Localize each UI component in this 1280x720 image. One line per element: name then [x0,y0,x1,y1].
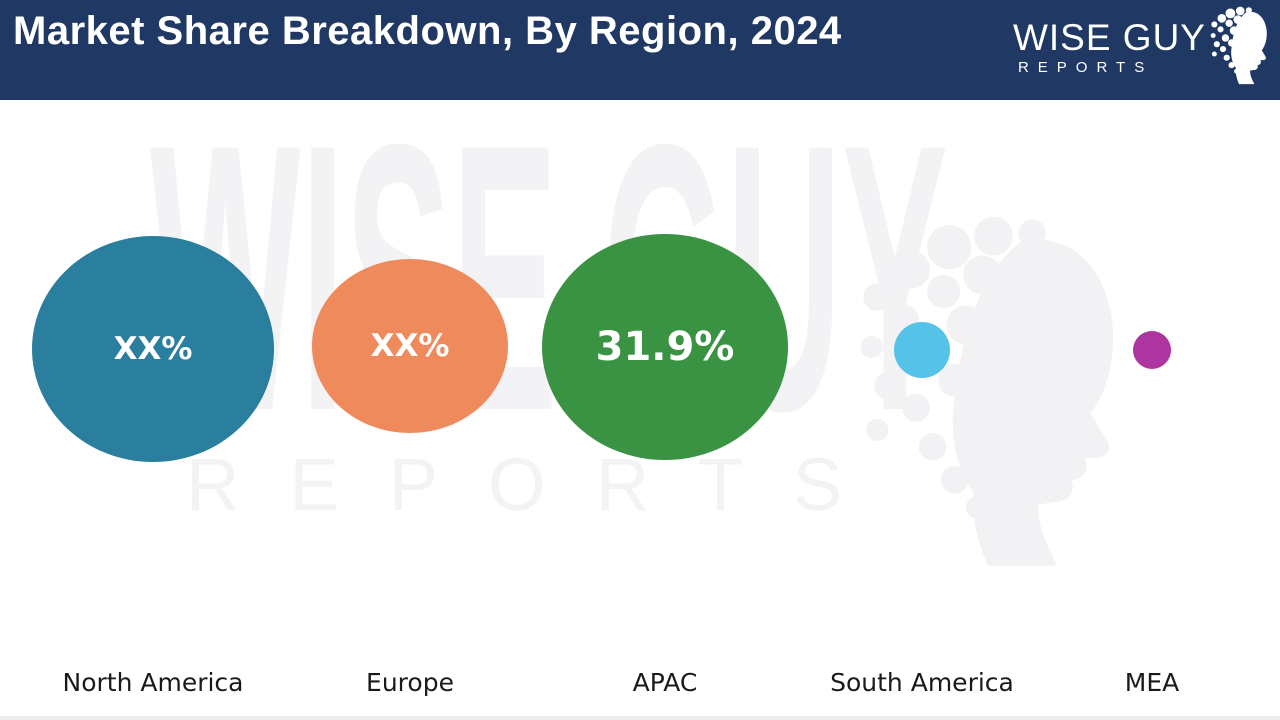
watermark-head-silhouette-icon [822,214,1154,574]
wise-guy-logo: WISE GUY REPORTS [1013,6,1270,86]
bubble-south-america [894,322,950,378]
bubble-mea [1133,331,1171,369]
category-label-apac: APAC [632,668,698,697]
bubble-europe: XX% [312,259,508,433]
logo-head-silhouette-icon [1208,6,1270,86]
bottom-edge [0,716,1280,720]
category-label-europe: Europe [366,668,454,697]
header: Market Share Breakdown, By Region, 2024 … [0,0,1280,100]
watermark-subtitle: REPORTS [186,443,893,526]
bubble-north-america: XX% [32,236,274,462]
logo-wordmark: WISE GUY [1012,17,1206,59]
logo-subtitle: REPORTS [1017,58,1154,76]
category-label-north-america: North America [62,668,244,697]
page-title: Market Share Breakdown, By Region, 2024 [13,9,842,53]
bubble-apac: 31.9% [542,234,788,460]
watermark-wordmark: WISE GUY [150,65,949,490]
category-label-south-america: South America [830,668,1014,697]
logo-text: WISE GUY REPORTS [1013,17,1206,75]
category-label-mea: MEA [1124,668,1180,697]
